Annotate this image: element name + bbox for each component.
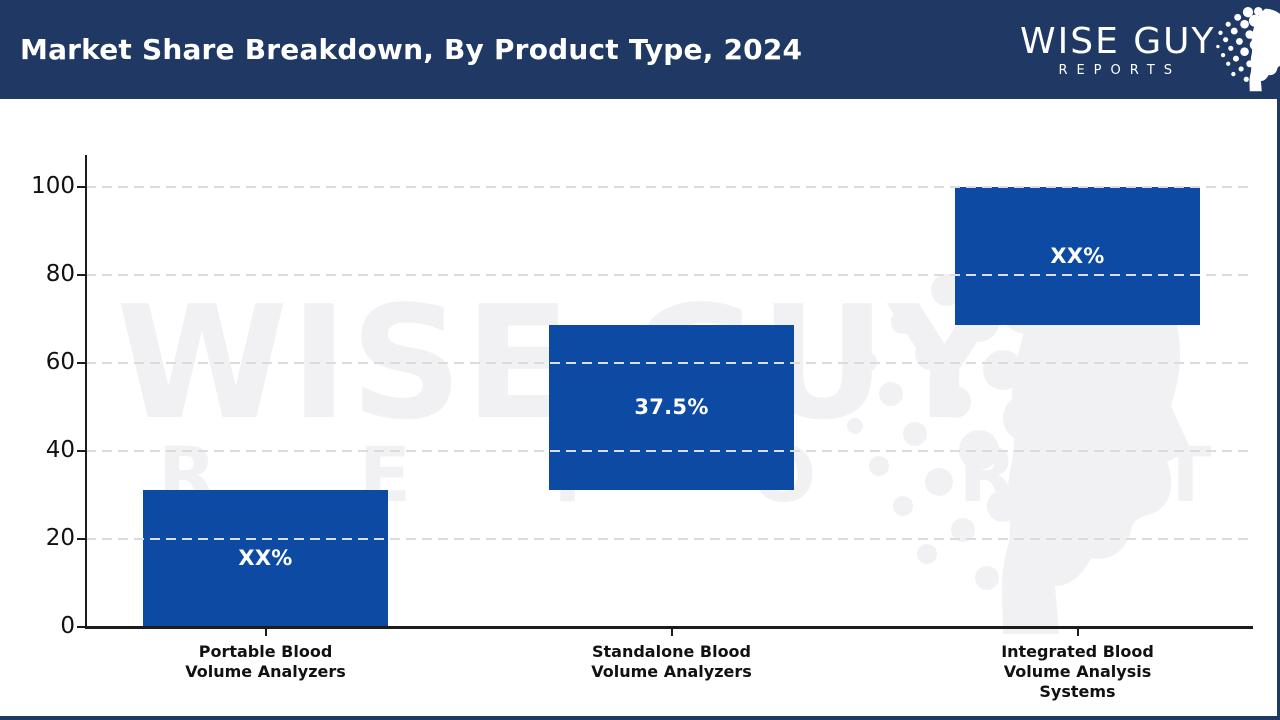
header-band: Market Share Breakdown, By Product Type,…	[0, 0, 1280, 99]
wiseguy-logo: WISE GUY REPORTS	[1020, 6, 1280, 94]
y-tick-label: 100	[31, 173, 75, 199]
y-tick-label: 40	[45, 437, 75, 463]
y-tick-label: 80	[45, 261, 75, 287]
gridline-80	[86, 274, 1253, 276]
logo-text: WISE GUY REPORTS	[1020, 20, 1216, 78]
right-border	[1277, 98, 1280, 720]
category-label: Integrated Blood Volume Analysis Systems	[928, 642, 1228, 702]
bar-segment: XX%	[955, 187, 1200, 325]
category-label: Standalone Blood Volume Analyzers	[522, 642, 822, 682]
x-tick-mark	[264, 629, 267, 636]
bar-segment: 37.5%	[549, 324, 794, 490]
bottom-border	[0, 716, 1280, 720]
y-tick-mark	[77, 626, 85, 628]
x-tick-mark	[670, 629, 673, 636]
y-tick-label: 20	[45, 525, 75, 551]
category-label: Portable Blood Volume Analyzers	[116, 642, 416, 682]
logo-reports-label: REPORTS	[1058, 62, 1182, 78]
logo-wiseguy-label: WISE GUY	[1020, 20, 1216, 62]
category-label-line: Volume Analyzers	[185, 662, 346, 681]
category-label-line: Volume Analysis	[1003, 662, 1152, 681]
gridline-100	[86, 186, 1253, 188]
x-tick-mark	[1076, 629, 1079, 636]
bar-segment: XX%	[143, 489, 388, 627]
y-tick-mark	[77, 362, 85, 364]
bar-value-label: XX%	[238, 546, 293, 571]
plot-area: 0 20 40 60 80 100 XX% 37.5% XX% Portable Blood Vol…	[0, 99, 1280, 716]
bar-value-label: 37.5%	[634, 395, 709, 419]
y-tick-label: 60	[45, 349, 75, 375]
gridline-40	[86, 450, 1253, 452]
x-axis-line	[85, 626, 1253, 629]
gridline-60	[86, 362, 1253, 364]
page-title: Market Share Breakdown, By Product Type,…	[20, 33, 803, 66]
category-label-line: Systems	[1039, 682, 1116, 701]
y-tick-mark	[77, 274, 85, 276]
gridline-20	[86, 538, 1253, 540]
y-tick-mark	[77, 450, 85, 452]
bar-value-label: XX%	[1050, 243, 1105, 268]
y-tick-mark	[77, 538, 85, 540]
y-tick-label: 0	[60, 613, 75, 639]
category-label-line: Integrated Blood	[1001, 642, 1154, 661]
y-tick-mark	[77, 186, 85, 188]
category-label-line: Standalone Blood	[591, 642, 751, 661]
category-label-line: Volume Analyzers	[591, 662, 752, 681]
category-label-line: Portable Blood	[198, 642, 333, 661]
y-axis-line	[85, 155, 87, 629]
